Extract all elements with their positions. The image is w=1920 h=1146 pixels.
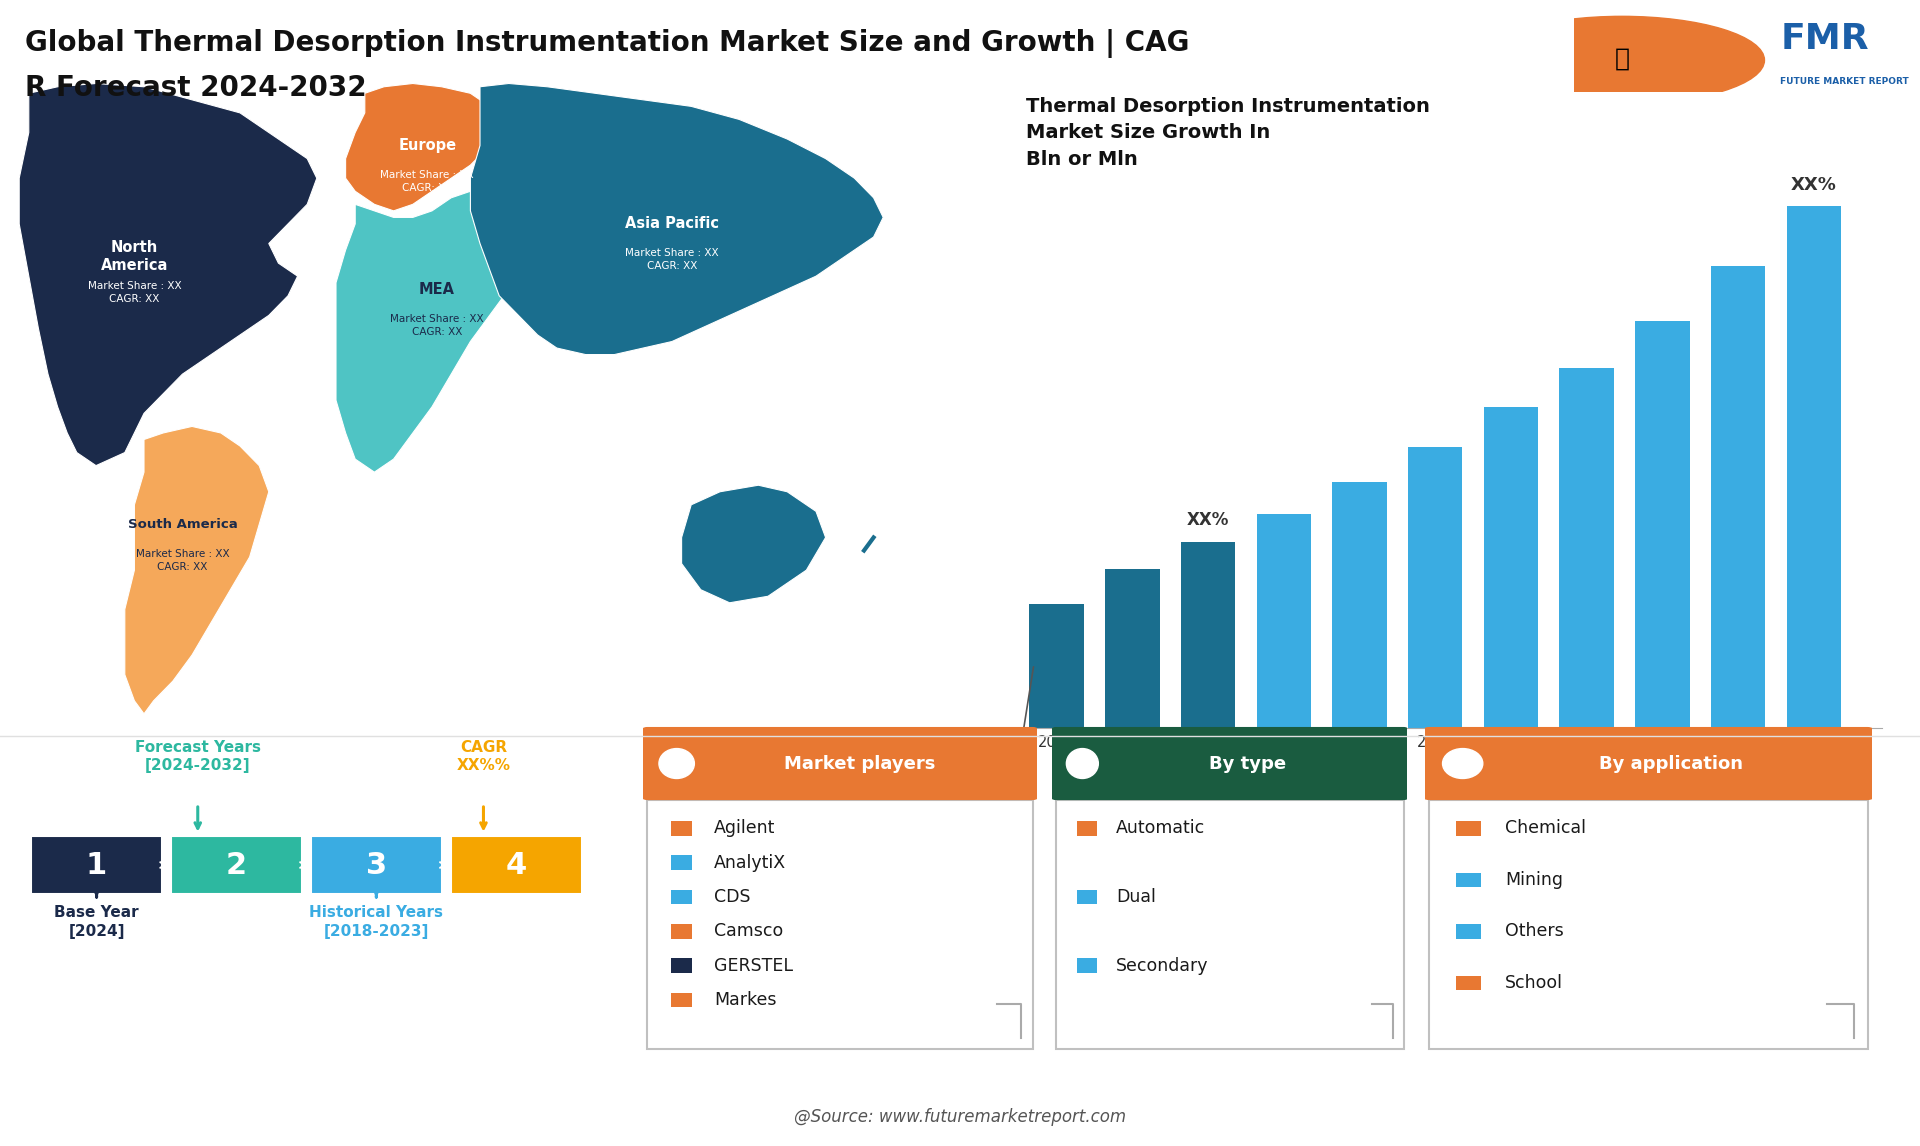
FancyBboxPatch shape bbox=[171, 837, 301, 894]
FancyBboxPatch shape bbox=[670, 958, 693, 973]
Text: Secondary: Secondary bbox=[1116, 957, 1208, 975]
Text: Market Share : XX
CAGR: XX: Market Share : XX CAGR: XX bbox=[136, 549, 228, 572]
Text: Market Share : XX
CAGR: XX: Market Share : XX CAGR: XX bbox=[390, 314, 484, 337]
Text: Chemical: Chemical bbox=[1505, 819, 1586, 838]
Circle shape bbox=[1066, 748, 1098, 778]
FancyBboxPatch shape bbox=[1077, 821, 1096, 835]
Text: CDS: CDS bbox=[714, 888, 751, 906]
Bar bbox=[1181, 542, 1235, 728]
Text: GERSTEL: GERSTEL bbox=[714, 957, 793, 975]
FancyBboxPatch shape bbox=[451, 837, 582, 894]
Text: North
America: North America bbox=[100, 240, 169, 274]
Text: Dual: Dual bbox=[1116, 888, 1156, 906]
FancyBboxPatch shape bbox=[641, 727, 1039, 800]
Circle shape bbox=[1442, 748, 1482, 778]
FancyBboxPatch shape bbox=[670, 821, 693, 835]
Text: Markes: Markes bbox=[714, 991, 776, 1008]
Text: Base Year
[2024]: Base Year [2024] bbox=[54, 905, 138, 939]
Text: XX%: XX% bbox=[1187, 511, 1229, 529]
Text: XX%: XX% bbox=[1791, 176, 1837, 194]
Text: @Source: www.futuremarketreport.com: @Source: www.futuremarketreport.com bbox=[795, 1108, 1125, 1127]
Text: By type: By type bbox=[1210, 754, 1286, 772]
Bar bbox=[1407, 447, 1463, 728]
Text: FUTURE MARKET REPORT: FUTURE MARKET REPORT bbox=[1780, 77, 1908, 86]
FancyBboxPatch shape bbox=[670, 992, 693, 1007]
FancyBboxPatch shape bbox=[311, 837, 442, 894]
Text: Thermal Desorption Instrumentation
Market Size Growth In
Bln or Mln: Thermal Desorption Instrumentation Marke… bbox=[1027, 97, 1430, 168]
Text: MEA: MEA bbox=[419, 282, 455, 297]
Polygon shape bbox=[336, 191, 538, 472]
FancyBboxPatch shape bbox=[1455, 924, 1480, 939]
Bar bbox=[1636, 321, 1690, 728]
Text: Others: Others bbox=[1505, 923, 1565, 941]
FancyBboxPatch shape bbox=[1077, 889, 1096, 904]
Polygon shape bbox=[125, 426, 269, 714]
Text: 3: 3 bbox=[365, 850, 388, 879]
Bar bbox=[1786, 206, 1841, 728]
FancyBboxPatch shape bbox=[1455, 872, 1480, 887]
Text: Mining: Mining bbox=[1505, 871, 1563, 889]
Polygon shape bbox=[682, 485, 826, 603]
FancyBboxPatch shape bbox=[670, 889, 693, 904]
Text: Market Share : XX
CAGR: XX: Market Share : XX CAGR: XX bbox=[88, 281, 180, 304]
Polygon shape bbox=[19, 84, 317, 465]
Text: Market Share : XX
CAGR: XX: Market Share : XX CAGR: XX bbox=[380, 170, 474, 193]
FancyBboxPatch shape bbox=[670, 855, 693, 870]
Bar bbox=[1029, 604, 1085, 728]
Text: FMR: FMR bbox=[1780, 22, 1868, 56]
Text: Asia Pacific: Asia Pacific bbox=[626, 217, 718, 231]
FancyBboxPatch shape bbox=[1455, 975, 1480, 990]
Bar bbox=[1256, 515, 1311, 728]
Text: R Forecast 2024-2032: R Forecast 2024-2032 bbox=[25, 74, 367, 102]
Bar bbox=[1559, 368, 1615, 728]
Bar bbox=[1711, 266, 1764, 728]
Text: Europe: Europe bbox=[397, 138, 457, 154]
Circle shape bbox=[1478, 16, 1764, 104]
Text: Market Share : XX
CAGR: XX: Market Share : XX CAGR: XX bbox=[626, 249, 718, 272]
Text: AnalytiX: AnalytiX bbox=[714, 854, 785, 872]
Text: Camsco: Camsco bbox=[714, 923, 783, 941]
Text: 4: 4 bbox=[505, 850, 526, 879]
FancyBboxPatch shape bbox=[1050, 727, 1409, 800]
FancyBboxPatch shape bbox=[670, 924, 693, 939]
Text: By application: By application bbox=[1599, 754, 1743, 772]
Text: 2: 2 bbox=[227, 850, 248, 879]
Text: Market players: Market players bbox=[783, 754, 935, 772]
FancyBboxPatch shape bbox=[31, 837, 161, 894]
Text: Automatic: Automatic bbox=[1116, 819, 1206, 838]
Circle shape bbox=[659, 748, 695, 778]
Text: 1: 1 bbox=[86, 850, 108, 879]
Bar bbox=[1484, 408, 1538, 728]
Bar bbox=[1106, 568, 1160, 728]
Text: South America: South America bbox=[127, 518, 238, 531]
Text: Forecast Years
[2024-2032]: Forecast Years [2024-2032] bbox=[134, 740, 261, 774]
Polygon shape bbox=[346, 84, 499, 211]
FancyBboxPatch shape bbox=[1077, 958, 1096, 973]
Text: Global Thermal Desorption Instrumentation Market Size and Growth | CAG: Global Thermal Desorption Instrumentatio… bbox=[25, 29, 1188, 57]
Polygon shape bbox=[470, 84, 883, 354]
Bar bbox=[1332, 482, 1386, 728]
FancyBboxPatch shape bbox=[1455, 821, 1480, 835]
Text: 🔭: 🔭 bbox=[1615, 46, 1630, 70]
Text: CAGR
XX%%: CAGR XX%% bbox=[457, 740, 511, 774]
Text: Agilent: Agilent bbox=[714, 819, 776, 838]
Text: School: School bbox=[1505, 974, 1563, 992]
Text: Historical Years
[2018-2023]: Historical Years [2018-2023] bbox=[309, 905, 444, 939]
FancyBboxPatch shape bbox=[1423, 727, 1874, 800]
